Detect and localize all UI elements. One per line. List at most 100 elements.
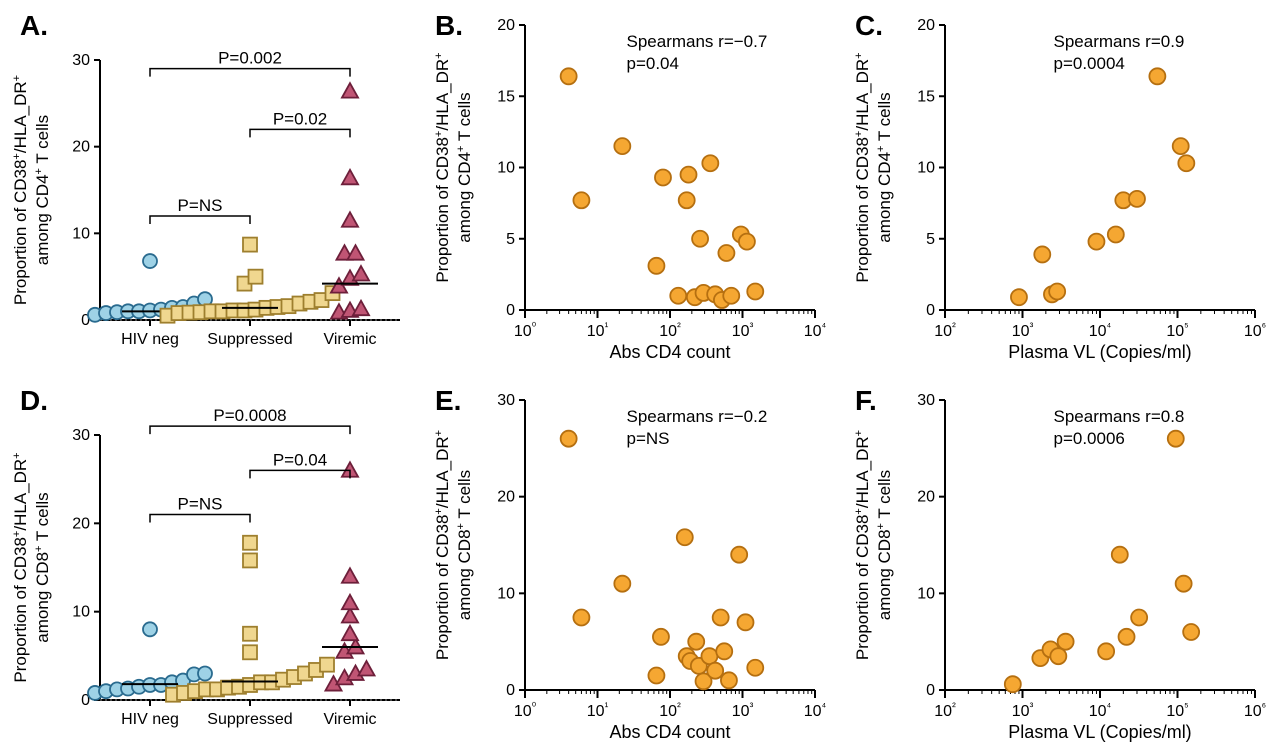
ytick-label: 10	[497, 585, 515, 602]
svg-text:10⁰: 10⁰	[514, 321, 537, 340]
panel-d: D.0102030HIV negSuppressedViremicProport…	[10, 380, 410, 750]
ytick-label: 10	[917, 585, 935, 602]
panel-letter: A.	[20, 10, 48, 41]
category-label: Viremic	[323, 331, 376, 348]
ytick-label: 0	[506, 302, 515, 319]
panel-e: E.010203010⁰10¹10²10³10⁴Proportion of CD…	[430, 380, 830, 750]
category-label: Suppressed	[207, 331, 292, 348]
x-axis-title: Abs CD4 count	[609, 342, 730, 362]
ytick-label: 0	[926, 302, 935, 319]
svg-text:10²: 10²	[659, 701, 681, 720]
svg-text:10³: 10³	[1012, 701, 1034, 720]
pvalue-label: P=0.002	[218, 49, 282, 68]
pvalue-label: P=0.02	[273, 109, 327, 128]
panel-letter: B.	[435, 10, 463, 41]
scatter-series	[561, 431, 764, 690]
svg-text:Proportion of CD38+/HLA_DR+: Proportion of CD38+/HLA_DR+	[433, 52, 452, 282]
comparison-bracket	[150, 216, 250, 224]
svg-text:Proportion of CD38+/HLA_DR+: Proportion of CD38+/HLA_DR+	[433, 430, 452, 660]
comparison-bracket	[150, 69, 350, 77]
panel-letter: E.	[435, 385, 461, 416]
x-axis-title: Plasma VL (Copies/ml)	[1008, 722, 1191, 742]
scatter-series	[1005, 431, 1199, 693]
ytick-label: 30	[72, 427, 90, 444]
svg-text:10⁶: 10⁶	[1244, 321, 1266, 340]
spearman-p: p=0.04	[627, 54, 679, 73]
svg-text:Proportion of CD38+/HLA_DR+: Proportion of CD38+/HLA_DR+	[11, 452, 30, 682]
ytick-label: 5	[926, 231, 935, 248]
svg-text:10⁴: 10⁴	[1089, 701, 1112, 720]
svg-text:Proportion of CD38+/HLA_DR+: Proportion of CD38+/HLA_DR+	[853, 430, 872, 660]
panel-letter: D.	[20, 385, 48, 416]
svg-text:10⁴: 10⁴	[804, 701, 827, 720]
panel-letter: C.	[855, 10, 883, 41]
svg-text:Proportion of CD38+/HLA_DR+: Proportion of CD38+/HLA_DR+	[853, 52, 872, 282]
spearman-r: Spearmans r=0.8	[1054, 407, 1185, 426]
pvalue-label: P=0.0008	[213, 406, 286, 425]
ytick-label: 30	[917, 392, 935, 409]
comparison-bracket	[150, 515, 250, 523]
series-viremic	[325, 462, 374, 690]
panel-b: B. 0 5 10 15 20 10⁰ 10¹ 10² 10³ 10⁴ Proportion of C…	[430, 5, 830, 370]
svg-text:among CD8+ T cells: among CD8+ T cells	[455, 470, 474, 620]
svg-text:10⁴: 10⁴	[804, 321, 827, 340]
ytick-label: 10	[497, 160, 515, 177]
category-label: Viremic	[323, 711, 376, 728]
ytick-label: 20	[917, 489, 935, 506]
ytick-label: 0	[926, 682, 935, 699]
svg-text:10¹: 10¹	[587, 321, 609, 340]
svg-text:10³: 10³	[1012, 321, 1034, 340]
svg-text:10⁰: 10⁰	[514, 701, 537, 720]
scatter-series	[561, 68, 764, 308]
svg-text:10²: 10²	[934, 701, 956, 720]
series-suppressed	[161, 238, 340, 323]
ytick-label: 30	[497, 392, 515, 409]
panel-f: F. 0 10 20 30 10² 10³ 10⁴ 10⁵ 10⁶ Proportion of CD…	[850, 380, 1270, 750]
comparison-bracket	[250, 470, 350, 478]
spearman-p: p=NS	[627, 429, 670, 448]
spearman-p: p=0.0006	[1054, 429, 1125, 448]
svg-text:10²: 10²	[934, 321, 956, 340]
svg-text:10¹: 10¹	[587, 701, 609, 720]
comparison-bracket	[150, 426, 350, 434]
comparison-bracket	[250, 129, 350, 137]
svg-text:10³: 10³	[732, 701, 754, 720]
ytick-label: 20	[497, 17, 515, 34]
x-axis-title: Plasma VL (Copies/ml)	[1008, 342, 1191, 362]
ytick-label: 15	[497, 88, 515, 105]
panel-a: A.0102030HIV negSuppressedViremicProport…	[10, 5, 410, 370]
ytick-label: 10	[917, 160, 935, 177]
ytick-label: 20	[497, 489, 515, 506]
svg-text:among CD4+ T cells: among CD4+ T cells	[455, 92, 474, 242]
spearman-r: Spearmans r=0.9	[1054, 32, 1185, 51]
x-axis-title: Abs CD4 count	[609, 722, 730, 742]
svg-text:among CD8+ T cells: among CD8+ T cells	[875, 470, 894, 620]
ytick-label: 5	[506, 231, 515, 248]
ytick-label: 15	[917, 88, 935, 105]
pvalue-label: P=NS	[178, 495, 223, 514]
spearman-r: Spearmans r=−0.2	[627, 407, 768, 426]
ytick-label: 20	[72, 515, 90, 532]
category-label: Suppressed	[207, 711, 292, 728]
panel-letter: F.	[855, 385, 877, 416]
category-label: HIV neg	[121, 331, 179, 348]
svg-text:10⁵: 10⁵	[1166, 321, 1188, 340]
svg-text:among CD4+ T cells: among CD4+ T cells	[33, 115, 52, 265]
svg-text:among CD4+ T cells: among CD4+ T cells	[875, 92, 894, 242]
svg-text:10⁶: 10⁶	[1244, 701, 1266, 720]
scatter-series	[1011, 68, 1194, 305]
category-label: HIV neg	[121, 711, 179, 728]
svg-text:Proportion of CD38+/HLA_DR+: Proportion of CD38+/HLA_DR+	[11, 75, 30, 305]
pvalue-label: P=0.04	[273, 450, 327, 469]
ytick-label: 10	[72, 604, 90, 621]
ytick-label: 10	[72, 225, 90, 242]
ytick-label: 20	[72, 139, 90, 156]
svg-text:10⁴: 10⁴	[1089, 321, 1112, 340]
svg-text:10⁵: 10⁵	[1166, 701, 1188, 720]
svg-text:among CD8+ T cells: among CD8+ T cells	[33, 492, 52, 642]
spearman-r: Spearmans r=−0.7	[627, 32, 768, 51]
ytick-label: 20	[917, 17, 935, 34]
svg-text:10³: 10³	[732, 321, 754, 340]
svg-text:10²: 10²	[659, 321, 681, 340]
ytick-label: 30	[72, 52, 90, 69]
